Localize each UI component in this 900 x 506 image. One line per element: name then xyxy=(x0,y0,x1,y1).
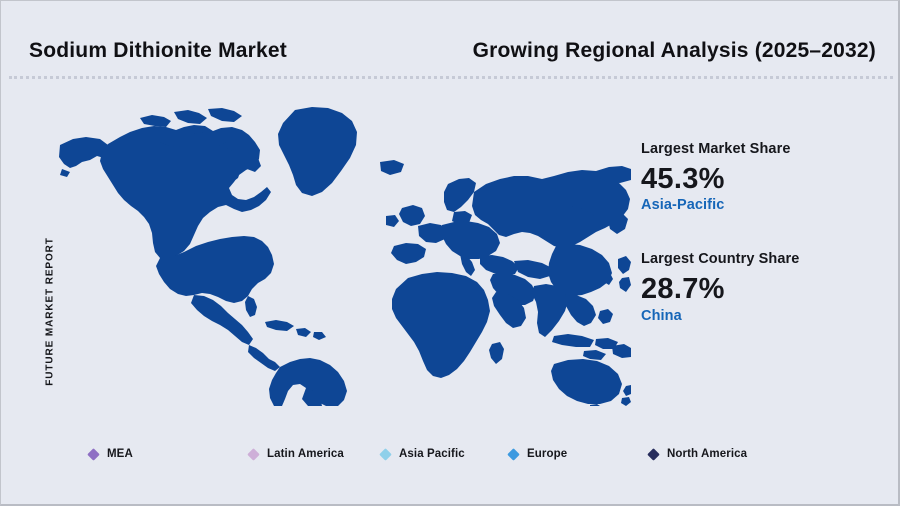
legend-item-mea: MEA xyxy=(87,447,133,461)
header-divider xyxy=(9,76,893,79)
page-title: Sodium Dithionite Market xyxy=(29,39,287,62)
legend-label: Europe xyxy=(527,448,568,460)
map-legend: MEA Latin America Asia Pacific Europe No… xyxy=(87,447,789,470)
legend-item-latin-america: Latin America xyxy=(247,447,344,461)
legend-label: Latin America xyxy=(267,448,344,460)
diamond-marker-icon xyxy=(247,447,260,461)
legend-item-europe: Europe xyxy=(507,447,568,461)
header-subtitle: Growing Regional Analysis (2025–2032) xyxy=(472,39,876,62)
stat-region-market-share: Asia-Pacific xyxy=(641,197,725,214)
legend-item-north-america: North America xyxy=(647,447,748,461)
stat-region-country-share: China xyxy=(641,307,682,324)
stat-value-country-share: 28.7% xyxy=(641,273,725,306)
legend-label: North America xyxy=(667,448,748,460)
diamond-marker-icon xyxy=(507,447,520,461)
stat-block-country-share: Largest Country Share 28.7% China xyxy=(641,251,881,323)
stats-panel: Largest Market Share 45.3% Asia-Pacific … xyxy=(641,141,881,324)
diamond-marker-icon xyxy=(87,447,100,461)
stat-label-country-share: Largest Country Share xyxy=(641,251,800,268)
legend-label: Asia Pacific xyxy=(399,448,465,460)
legend-item-asia-pacific: Asia Pacific xyxy=(379,447,465,461)
stat-value-market-share: 45.3% xyxy=(641,163,725,195)
world-map-land xyxy=(59,107,631,406)
brand-vertical-label: FUTURE MARKET REPORT xyxy=(44,237,56,386)
legend-label: MEA xyxy=(107,448,133,460)
diamond-marker-icon xyxy=(379,447,392,461)
header: Sodium Dithionite Market Growing Regiona… xyxy=(1,1,898,76)
stat-label-market-share: Largest Market Share xyxy=(641,141,791,157)
stat-block-market-share: Largest Market Share 45.3% Asia-Pacific xyxy=(641,141,881,213)
diamond-marker-icon xyxy=(647,447,660,461)
world-map xyxy=(56,96,631,406)
